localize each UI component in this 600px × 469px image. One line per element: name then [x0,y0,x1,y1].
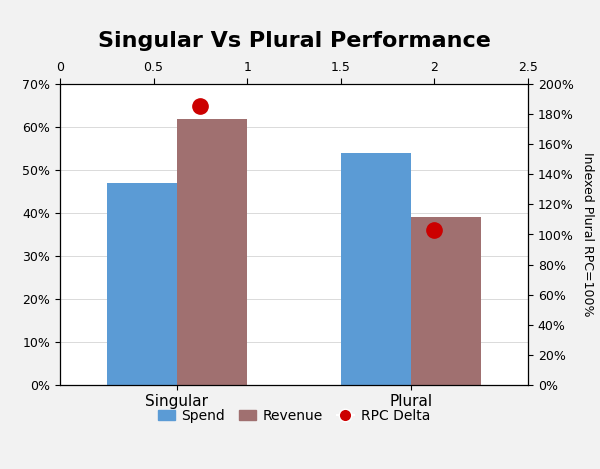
Title: Singular Vs Plural Performance: Singular Vs Plural Performance [98,31,490,51]
Bar [107,183,177,385]
Y-axis label: Indexed Plural RPC=100%: Indexed Plural RPC=100% [581,152,595,317]
Bar [411,217,481,385]
Bar [341,153,411,385]
Bar [177,119,247,385]
Legend: Spend, Revenue, RPC Delta: Spend, Revenue, RPC Delta [152,403,436,429]
